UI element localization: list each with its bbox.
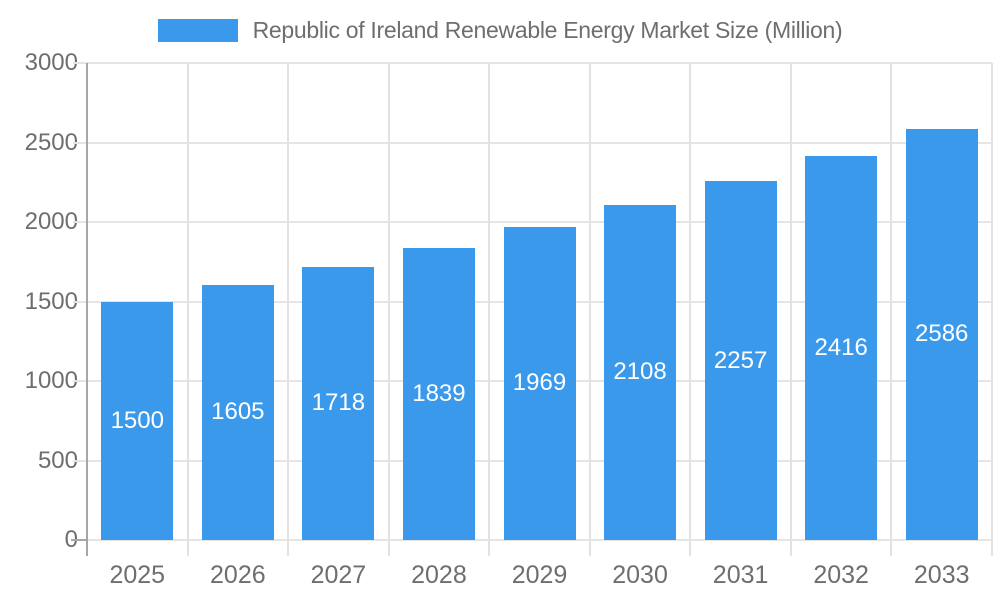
v-gridline [387,63,390,556]
bar-value-label: 1969 [512,369,567,397]
bar[interactable]: 1605 [201,284,274,540]
bar-value-label: 1839 [412,379,466,407]
bar[interactable]: 1839 [402,247,475,540]
v-gridline [991,63,993,556]
x-axis-label: 2027 [310,561,367,589]
y-axis-label: 1000 [24,367,78,394]
bar-value-label: 2257 [713,346,768,374]
y-axis-label: 1500 [24,287,78,315]
legend-label[interactable]: Republic of Ireland Renewable Energy Mar… [252,17,843,43]
x-axis-label: 2028 [411,561,467,589]
bar-value-label: 2416 [814,333,868,361]
y-axis-label: 2000 [24,208,78,235]
plot-area: 1500 1605 1718 1839 1969 2108 2257 2416 2586 [71,62,993,556]
bar[interactable]: 1969 [503,226,576,540]
v-gridline [689,63,692,556]
x-axis-label: 2033 [913,561,970,589]
y-axis-label: 0 [64,526,78,553]
x-axis-label: 2030 [612,561,668,589]
bar[interactable]: 2257 [704,181,777,540]
bar[interactable]: 1718 [302,266,375,540]
bar[interactable]: 2108 [604,204,677,540]
v-gridline [287,63,290,556]
bar-value-label: 2108 [613,358,667,386]
legend[interactable]: Republic of Ireland Renewable Energy Mar… [0,17,1000,44]
h-gridline [73,539,992,541]
y-axis-label: 3000 [24,49,78,76]
bar[interactable]: 2586 [905,128,978,540]
v-gridline [488,63,491,556]
x-axis-label: 2025 [109,561,166,589]
h-gridline [73,221,992,223]
bar-value-label: 1500 [110,406,164,434]
bar[interactable]: 1500 [101,301,174,540]
h-gridline [73,141,992,144]
v-gridline [588,63,591,556]
x-axis-label: 2029 [511,561,568,589]
v-gridline [890,63,893,556]
bar-value-label: 2586 [915,320,969,348]
v-gridline [186,63,189,556]
legend-swatch[interactable] [157,19,238,42]
y-axis-label: 2500 [24,128,78,156]
y-axis-line [86,63,88,556]
bar-value-label: 1605 [211,398,265,426]
v-gridline [789,63,792,556]
x-axis-label: 2031 [712,561,769,589]
y-axis-label: 500 [37,446,78,474]
bar-value-label: 1718 [311,389,366,417]
x-axis-label: 2026 [210,561,266,589]
h-gridline [73,62,992,64]
x-axis-label: 2032 [813,561,869,589]
bar[interactable]: 2416 [805,155,878,540]
zero-tick [71,539,87,541]
